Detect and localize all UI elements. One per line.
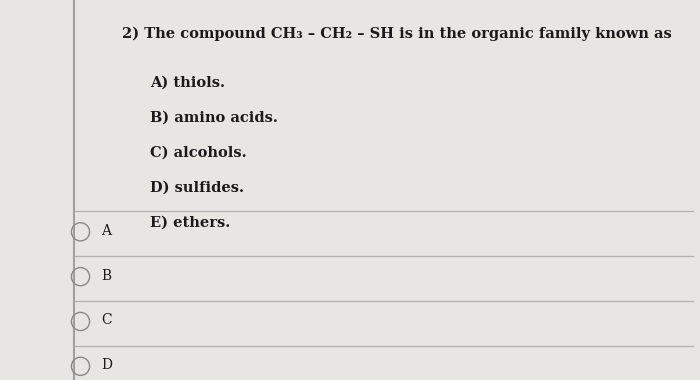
Text: 2) The compound CH₃ – CH₂ – SH is in the organic family known as: 2) The compound CH₃ – CH₂ – SH is in the… bbox=[122, 27, 672, 41]
Text: B: B bbox=[102, 269, 111, 282]
Text: E) ethers.: E) ethers. bbox=[150, 216, 231, 230]
Text: A: A bbox=[102, 224, 111, 238]
Text: B) amino acids.: B) amino acids. bbox=[150, 111, 279, 125]
Text: C) alcohols.: C) alcohols. bbox=[150, 146, 247, 160]
Text: C: C bbox=[102, 314, 112, 327]
Text: A) thiols.: A) thiols. bbox=[150, 76, 225, 90]
Text: D: D bbox=[102, 358, 113, 372]
Text: D) sulfides.: D) sulfides. bbox=[150, 181, 244, 195]
